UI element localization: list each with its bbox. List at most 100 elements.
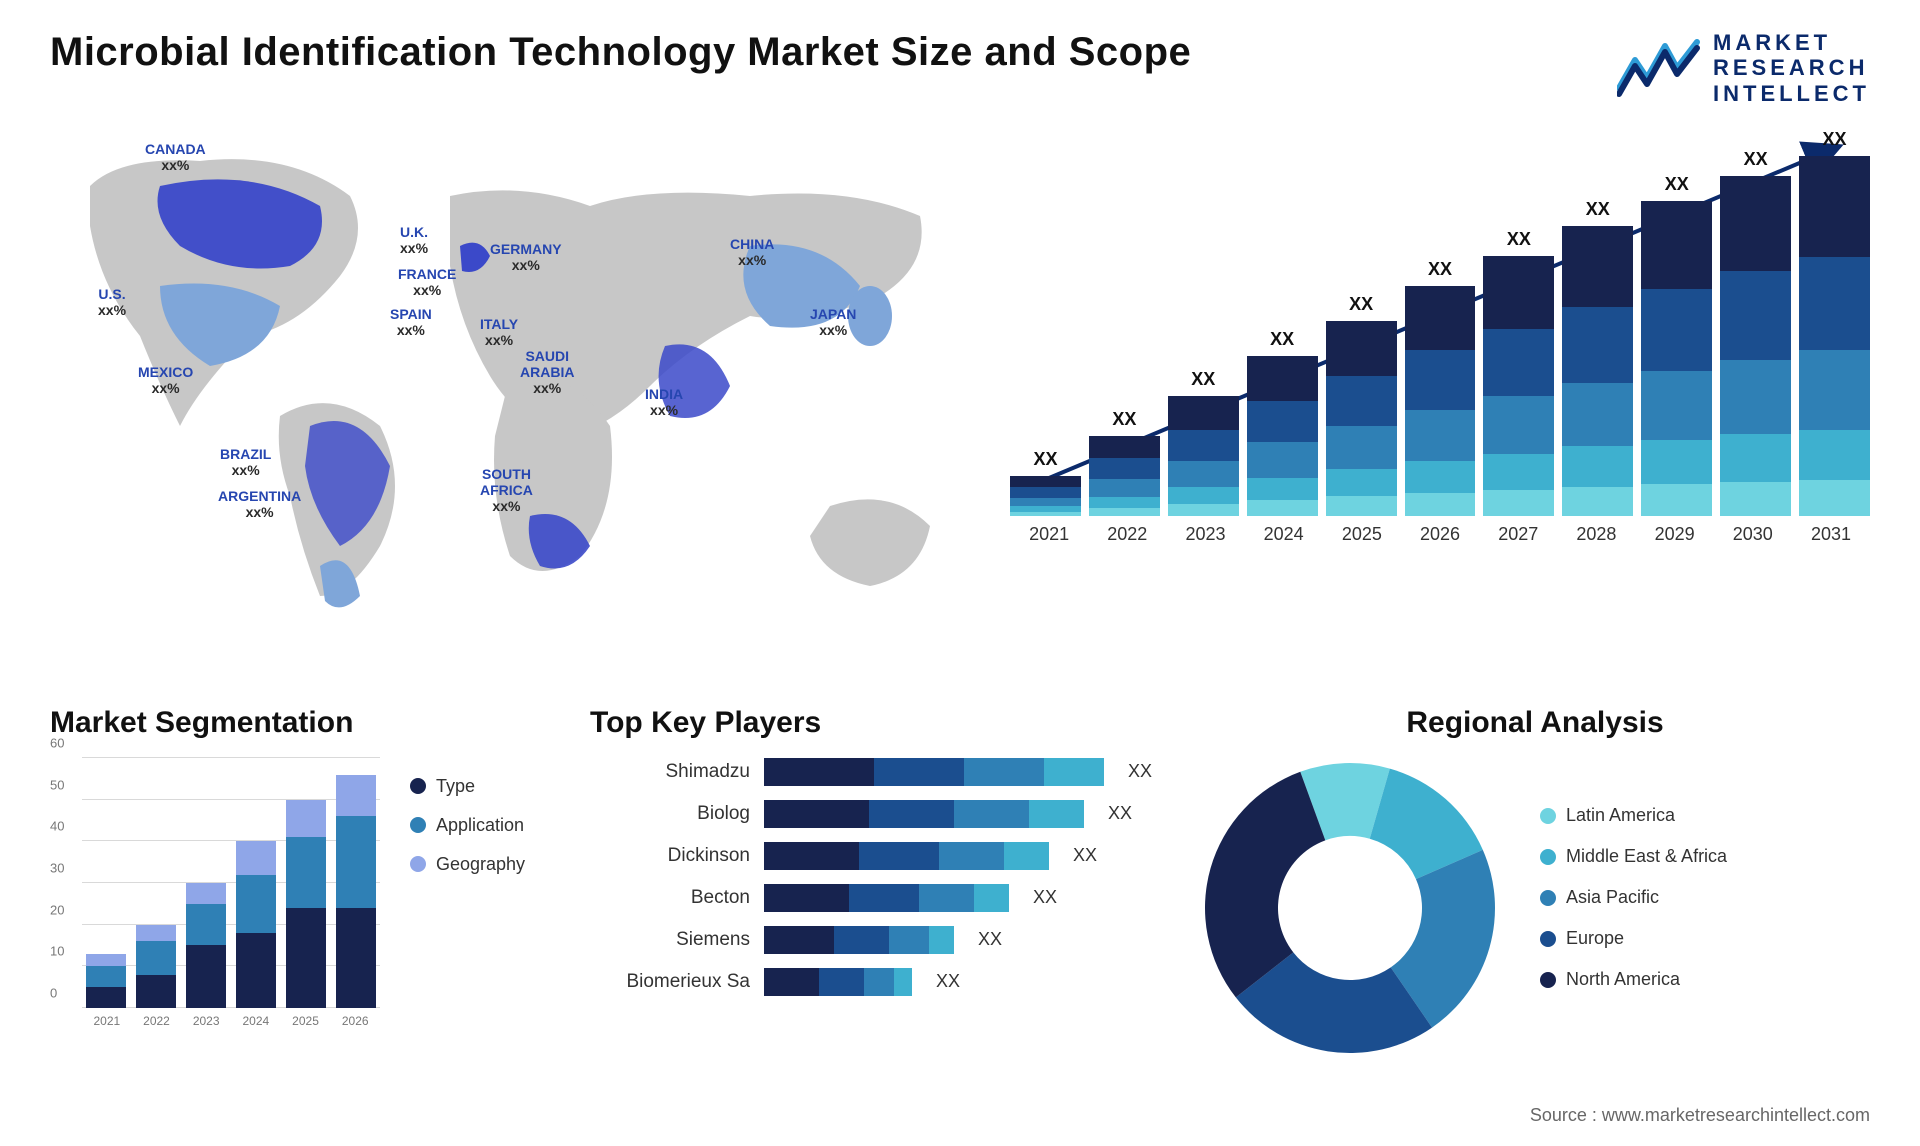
- forecast-bar: XX: [1641, 201, 1712, 516]
- segmentation-legend: Type Application Geography: [410, 776, 525, 893]
- player-name: Siemens: [590, 929, 750, 951]
- map-country-label: CHINAxx%: [730, 236, 774, 268]
- forecast-bar: XX: [1799, 156, 1870, 516]
- player-row: Becton XX: [590, 884, 1170, 912]
- forecast-bar: XX: [1483, 256, 1554, 516]
- player-bar: [764, 758, 1104, 786]
- forecast-xtick: 2025: [1323, 516, 1401, 556]
- seg-ytick: 40: [50, 819, 64, 834]
- player-name: Dickinson: [590, 845, 750, 867]
- seg-ytick: 50: [50, 777, 64, 792]
- seg-xtick: 2026: [330, 1008, 380, 1038]
- forecast-bar: XX: [1720, 176, 1791, 516]
- logo-mark-icon: [1617, 38, 1701, 98]
- player-row: BiologXX: [590, 800, 1170, 828]
- forecast-xtick: 2027: [1479, 516, 1557, 556]
- player-bar: [764, 926, 954, 954]
- forecast-xtick: 2021: [1010, 516, 1088, 556]
- seg-ytick: 60: [50, 735, 64, 750]
- map-country-label: SOUTHAFRICAxx%: [480, 466, 533, 514]
- player-bar: [764, 842, 1049, 870]
- forecast-bar-value: XX: [1744, 149, 1768, 170]
- seg-xtick: 2025: [281, 1008, 331, 1038]
- forecast-xtick: 2023: [1166, 516, 1244, 556]
- seg-xtick: 2022: [132, 1008, 182, 1038]
- forecast-bar: XX: [1326, 321, 1397, 516]
- map-country-label: U.K.xx%: [400, 224, 428, 256]
- forecast-xtick: 2024: [1245, 516, 1323, 556]
- map-country-label: SPAINxx%: [390, 306, 432, 338]
- map-country-label: SAUDIARABIAxx%: [520, 348, 574, 396]
- logo-line-2: RESEARCH: [1713, 55, 1870, 80]
- player-name: Becton: [590, 887, 750, 909]
- player-value: XX: [1033, 887, 1057, 908]
- forecast-bar-panel: XXXXXXXXXXXXXXXXXXXXXX 20212022202320242…: [1010, 126, 1870, 656]
- player-row: Biomerieux SaXX: [590, 968, 1170, 996]
- source-attribution: Source : www.marketresearchintellect.com: [1530, 1105, 1870, 1126]
- player-name: Biomerieux Sa: [590, 971, 750, 993]
- map-country-label: BRAZILxx%: [220, 446, 271, 478]
- legend-item: Latin America: [1540, 805, 1727, 826]
- map-country-label: FRANCExx%: [398, 266, 456, 298]
- forecast-xtick: 2031: [1792, 516, 1870, 556]
- forecast-xtick: 2022: [1088, 516, 1166, 556]
- forecast-xtick: 2028: [1557, 516, 1635, 556]
- segmentation-panel: Market Segmentation 0102030405060 202120…: [50, 706, 560, 1086]
- legend-item: Geography: [410, 854, 525, 875]
- logo-line-1: MARKET: [1713, 30, 1870, 55]
- forecast-bar-value: XX: [1428, 259, 1452, 280]
- seg-bar: [236, 841, 276, 1008]
- legend-item: Type: [410, 776, 525, 797]
- seg-bar: [136, 925, 176, 1008]
- legend-item: Application: [410, 815, 525, 836]
- player-bar: [764, 800, 1084, 828]
- forecast-bar-value: XX: [1823, 129, 1847, 150]
- forecast-xtick: 2030: [1714, 516, 1792, 556]
- map-country-label: GERMANYxx%: [490, 241, 562, 273]
- seg-bar: [186, 883, 226, 1008]
- donut-slice: [1205, 772, 1325, 998]
- legend-item: Asia Pacific: [1540, 887, 1727, 908]
- forecast-bar: XX: [1168, 396, 1239, 516]
- player-value: XX: [1128, 761, 1152, 782]
- player-row: Dickinson XX: [590, 842, 1170, 870]
- player-row: Siemens XX: [590, 926, 1170, 954]
- brand-logo: MARKET RESEARCH INTELLECT: [1617, 30, 1870, 106]
- legend-item: Middle East & Africa: [1540, 846, 1727, 867]
- logo-line-3: INTELLECT: [1713, 81, 1870, 106]
- key-players-title: Top Key Players: [590, 706, 1170, 740]
- regional-panel: Regional Analysis Latin America Middle Ea…: [1200, 706, 1870, 1086]
- legend-item: Europe: [1540, 928, 1727, 949]
- key-players-panel: Top Key Players ShimadzuXX BiologXX Dickin…: [590, 706, 1170, 1086]
- segmentation-title: Market Segmentation: [50, 706, 560, 740]
- seg-ytick: 0: [50, 985, 57, 1000]
- player-value: XX: [978, 929, 1002, 950]
- map-country-label: U.S.xx%: [98, 286, 126, 318]
- regional-title: Regional Analysis: [1200, 706, 1870, 740]
- map-country-label: ARGENTINAxx%: [218, 488, 301, 520]
- forecast-bar-value: XX: [1586, 199, 1610, 220]
- player-row: ShimadzuXX: [590, 758, 1170, 786]
- seg-ytick: 20: [50, 902, 64, 917]
- segmentation-chart: 0102030405060 202120222023202420252026: [50, 758, 380, 1038]
- forecast-bar: XX: [1247, 356, 1318, 516]
- seg-bar: [86, 954, 126, 1008]
- legend-item: North America: [1540, 969, 1727, 990]
- world-map-panel: CANADAxx% U.S.xx% MEXICOxx% BRAZILxx% ARGENT…: [50, 126, 970, 656]
- seg-xtick: 2021: [82, 1008, 132, 1038]
- map-country-label: CANADAxx%: [145, 141, 206, 173]
- map-country-label: MEXICOxx%: [138, 364, 193, 396]
- forecast-bar-value: XX: [1349, 294, 1373, 315]
- regional-donut-chart: [1200, 758, 1500, 1058]
- forecast-xtick: 2026: [1401, 516, 1479, 556]
- forecast-bar-value: XX: [1270, 329, 1294, 350]
- regional-legend: Latin America Middle East & Africa Asia Pa…: [1540, 805, 1727, 1010]
- seg-ytick: 10: [50, 944, 64, 959]
- player-bar: [764, 968, 912, 996]
- forecast-bar-value: XX: [1665, 174, 1689, 195]
- forecast-bar: XX: [1562, 226, 1633, 516]
- player-bar: [764, 884, 1009, 912]
- player-value: XX: [1073, 845, 1097, 866]
- seg-bar: [286, 800, 326, 1008]
- seg-xtick: 2023: [181, 1008, 231, 1038]
